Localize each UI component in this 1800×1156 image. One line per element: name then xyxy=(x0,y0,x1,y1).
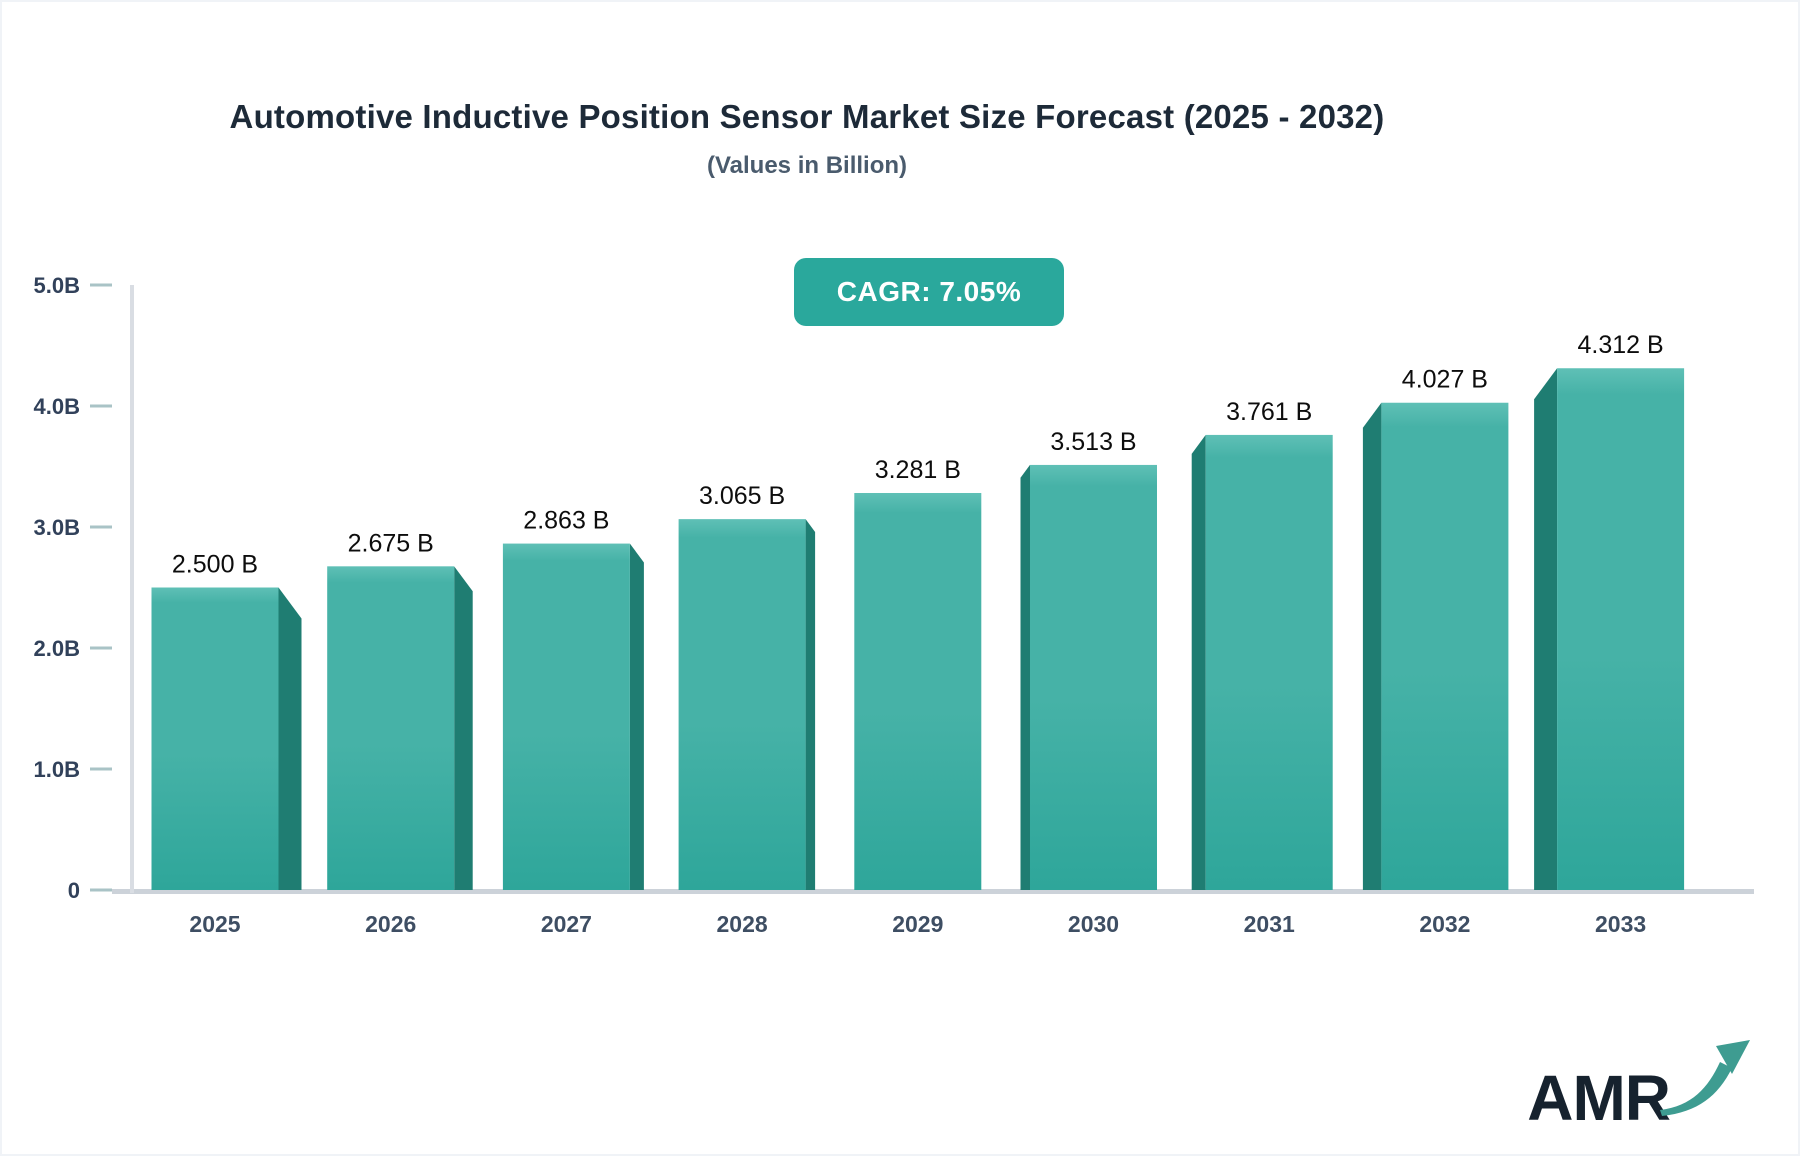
x-tick-label: 2032 xyxy=(1419,911,1470,937)
bar-side-face xyxy=(454,566,473,890)
x-tick-label: 2029 xyxy=(892,911,943,937)
y-tick-label: 5.0B xyxy=(34,273,80,298)
bar-side-face xyxy=(629,543,644,890)
bar-value-label: 3.281 B xyxy=(875,456,961,484)
bar-side-face xyxy=(1534,368,1558,890)
bar xyxy=(1557,368,1685,890)
bar xyxy=(1205,434,1333,890)
y-tick-label: 0 xyxy=(68,878,80,903)
bar xyxy=(1030,464,1157,890)
bar-value-label: 2.863 B xyxy=(523,507,609,535)
bar xyxy=(854,492,982,890)
chart-title: Automotive Inductive Position Sensor Mar… xyxy=(229,98,1385,135)
bar-side-face xyxy=(1191,434,1206,890)
x-tick-label: 2030 xyxy=(1068,911,1119,937)
bar-value-label: 2.500 B xyxy=(172,551,258,579)
amr-logo-text: AMR xyxy=(1527,1062,1671,1135)
x-tick-label: 2031 xyxy=(1244,911,1295,937)
y-tick-label: 3.0B xyxy=(34,515,80,540)
x-tick-label: 2026 xyxy=(365,911,416,937)
bar-value-label: 4.312 B xyxy=(1578,331,1664,359)
bar-side-face xyxy=(278,587,302,890)
growth-arrow-icon xyxy=(1660,1040,1750,1116)
chart-subtitle: (Values in Billion) xyxy=(706,152,908,179)
bar-value-label: 4.027 B xyxy=(1402,366,1488,394)
x-tick-label: 2033 xyxy=(1595,911,1646,937)
bar-value-label: 3.513 B xyxy=(1050,428,1136,456)
bar-side-face xyxy=(1020,464,1030,890)
bar-side-face xyxy=(805,519,816,890)
bar-value-label: 3.065 B xyxy=(699,482,785,510)
bar xyxy=(327,566,455,890)
y-tick-label: 2.0B xyxy=(34,636,80,661)
bar-side-face xyxy=(1362,402,1382,890)
x-tick-label: 2028 xyxy=(717,911,768,937)
bar-value-label: 3.761 B xyxy=(1226,398,1312,426)
bar xyxy=(502,543,630,890)
bar xyxy=(151,587,279,890)
bar-value-label: 2.675 B xyxy=(348,529,434,557)
amr-logo: AMR xyxy=(1527,1034,1756,1135)
y-tick-label: 4.0B xyxy=(34,394,80,419)
x-tick-label: 2025 xyxy=(189,911,240,937)
bar xyxy=(1381,402,1509,890)
y-tick-label: 1.0B xyxy=(34,757,80,782)
x-tick-label: 2027 xyxy=(541,911,592,937)
cagr-badge: CAGR: 7.05% xyxy=(794,258,1064,326)
bar xyxy=(678,519,806,890)
